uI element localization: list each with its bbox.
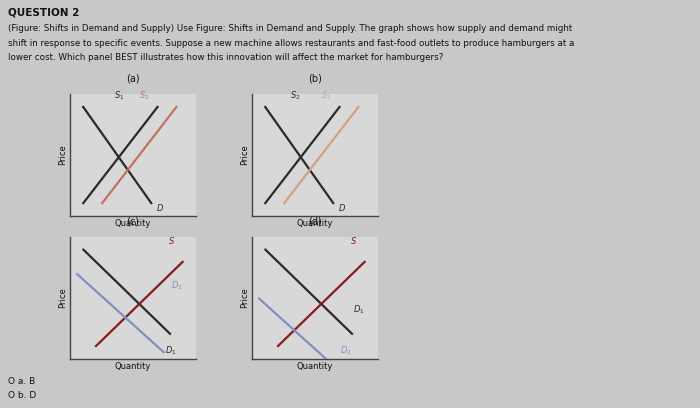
Text: $S_1$: $S_1$ — [321, 90, 332, 102]
X-axis label: Quantity: Quantity — [115, 362, 151, 371]
Y-axis label: Price: Price — [240, 288, 249, 308]
X-axis label: Quantity: Quantity — [115, 219, 151, 228]
Text: (b): (b) — [308, 73, 322, 84]
Y-axis label: Price: Price — [58, 288, 67, 308]
Text: $D_1$: $D_1$ — [164, 344, 176, 357]
Text: O a. B: O a. B — [8, 377, 36, 386]
X-axis label: Quantity: Quantity — [297, 362, 333, 371]
Text: $S_2$: $S_2$ — [290, 90, 300, 102]
Y-axis label: Price: Price — [240, 145, 249, 165]
Text: shift in response to specific events. Suppose a new machine allows restaurants a: shift in response to specific events. Su… — [8, 39, 575, 48]
Text: QUESTION 2: QUESTION 2 — [8, 7, 80, 18]
Text: (Figure: Shifts in Demand and Supply) Use Figure: Shifts in Demand and Supply. T: (Figure: Shifts in Demand and Supply) Us… — [8, 24, 573, 33]
Text: (a): (a) — [126, 73, 140, 84]
Text: $D_1$: $D_1$ — [353, 304, 365, 316]
Text: lower cost. Which panel BEST illustrates how this innovation will affect the mar: lower cost. Which panel BEST illustrates… — [8, 53, 444, 62]
Text: $D_2$: $D_2$ — [171, 279, 183, 292]
Y-axis label: Price: Price — [58, 145, 67, 165]
Text: (c): (c) — [127, 216, 139, 226]
Text: $S$: $S$ — [168, 235, 175, 246]
Text: $S_1$: $S_1$ — [114, 90, 125, 102]
Text: $S_2$: $S_2$ — [139, 90, 150, 102]
Text: (d): (d) — [308, 216, 322, 226]
X-axis label: Quantity: Quantity — [297, 219, 333, 228]
Text: $D$: $D$ — [337, 202, 346, 213]
Text: $D$: $D$ — [155, 202, 164, 213]
Text: $S$: $S$ — [350, 235, 357, 246]
Text: O b. D: O b. D — [8, 391, 36, 400]
Text: $D_2$: $D_2$ — [340, 344, 352, 357]
